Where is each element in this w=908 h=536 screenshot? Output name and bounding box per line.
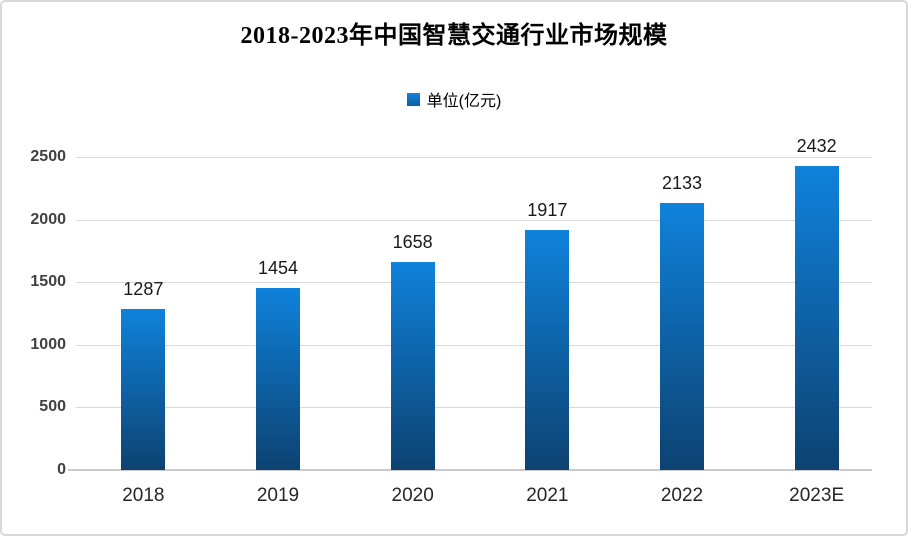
x-category-label: 2019 <box>256 485 300 506</box>
bar <box>255 287 300 470</box>
y-tick-label: 500 <box>39 398 66 416</box>
x-category-label: 2023E <box>789 485 845 506</box>
bar-slot: 1917 <box>480 157 615 470</box>
bar-slot: 2432 <box>749 136 884 470</box>
y-tick-label: 2500 <box>30 148 66 165</box>
bar-value-label: 2432 <box>796 135 837 156</box>
bar-value-label: 1917 <box>527 200 568 220</box>
bar <box>659 202 704 470</box>
x-category-label: 2020 <box>391 485 434 506</box>
legend: 单位(亿元) <box>2 87 906 111</box>
x-category-label: 2018 <box>122 485 165 506</box>
y-axis-labels: 0 500 1000 1500 2000 2500 <box>2 148 66 478</box>
bar-value-label: 1658 <box>392 232 433 253</box>
y-tick-label: 2000 <box>30 210 66 228</box>
bar-value-label: 2133 <box>661 172 702 193</box>
x-axis-line <box>68 469 872 471</box>
gridline <box>76 219 872 221</box>
x-axis-labels: 2018 2019 2020 2021 2022 2023E <box>76 485 884 515</box>
bar-slot: 1454 <box>211 157 346 470</box>
bar <box>390 262 435 470</box>
bar <box>525 230 570 470</box>
gridline <box>76 407 872 409</box>
x-category-label: 2022 <box>660 485 704 506</box>
plot-area: 1287 1454 1658 1917 2133 2432 <box>68 136 884 471</box>
bar-value-label: 1287 <box>123 278 164 299</box>
y-tick-label: 1000 <box>30 335 66 353</box>
bar <box>121 308 166 470</box>
bar-slot: 2133 <box>615 157 750 470</box>
bar-slot: 1658 <box>345 157 480 470</box>
legend-label: 单位(亿元) <box>426 93 502 110</box>
gridline <box>76 282 872 284</box>
y-tick-label: 1500 <box>30 273 66 291</box>
y-tick-label: 0 <box>57 461 66 478</box>
bar <box>794 165 839 470</box>
legend-swatch-icon <box>406 92 420 106</box>
chart-title: 2018-2023年中国智慧交通行业市场规模 <box>240 23 668 49</box>
x-category-label: 2021 <box>526 485 569 506</box>
bar-slot: 1287 <box>76 157 211 470</box>
bar-value-label: 1454 <box>257 257 298 278</box>
gridline <box>76 344 872 346</box>
gridline <box>76 157 872 158</box>
